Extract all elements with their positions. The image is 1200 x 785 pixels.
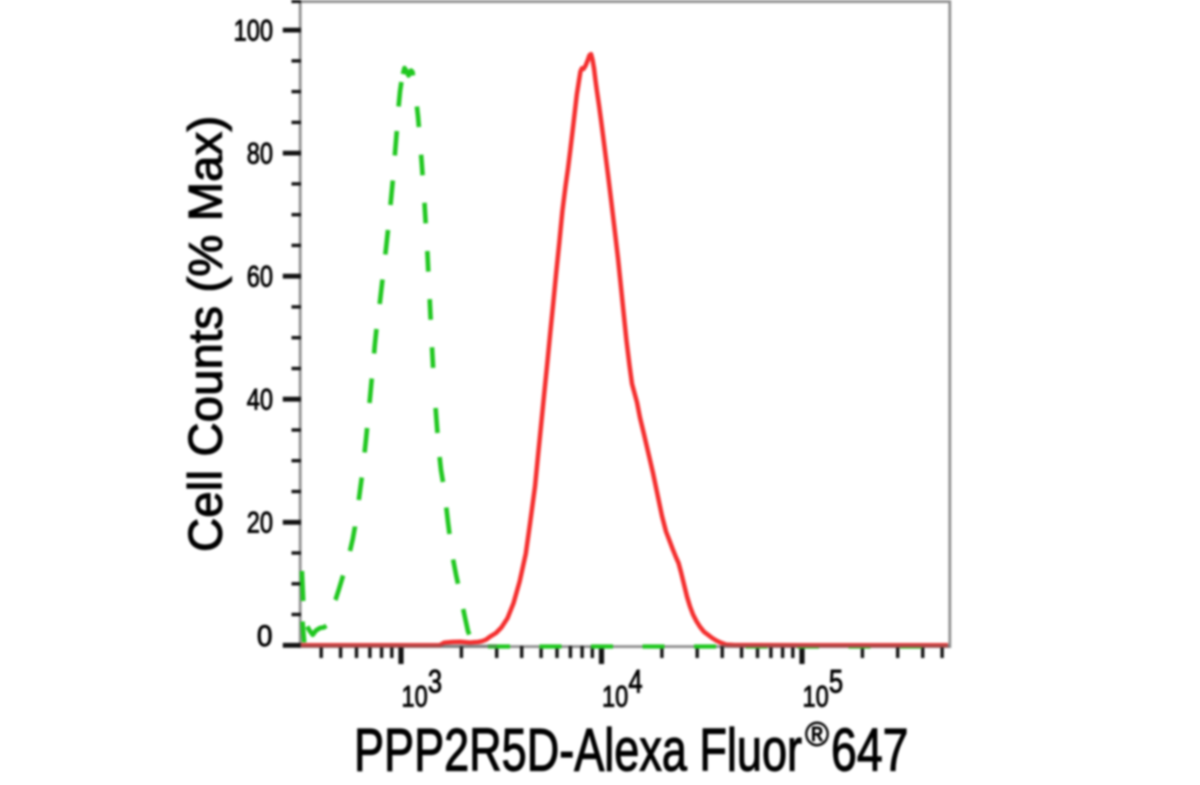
svg-text:3: 3 — [428, 665, 442, 700]
svg-text:®: ® — [805, 716, 829, 754]
svg-text:4: 4 — [628, 665, 642, 700]
svg-text:PPP2R5D-Alexa Fluor: PPP2R5D-Alexa Fluor — [354, 716, 802, 784]
svg-text:10: 10 — [602, 680, 628, 713]
svg-text:20: 20 — [247, 506, 273, 539]
svg-text:647: 647 — [831, 716, 909, 784]
svg-text:0: 0 — [257, 620, 273, 653]
svg-text:100: 100 — [234, 14, 273, 47]
svg-text:5: 5 — [829, 665, 843, 700]
svg-text:60: 60 — [247, 260, 273, 293]
svg-text:40: 40 — [247, 383, 273, 416]
svg-text:10: 10 — [402, 680, 428, 713]
svg-text:80: 80 — [247, 137, 273, 170]
svg-text:Cell Counts (% Max): Cell Counts (% Max) — [179, 116, 232, 552]
svg-text:10: 10 — [803, 680, 829, 713]
